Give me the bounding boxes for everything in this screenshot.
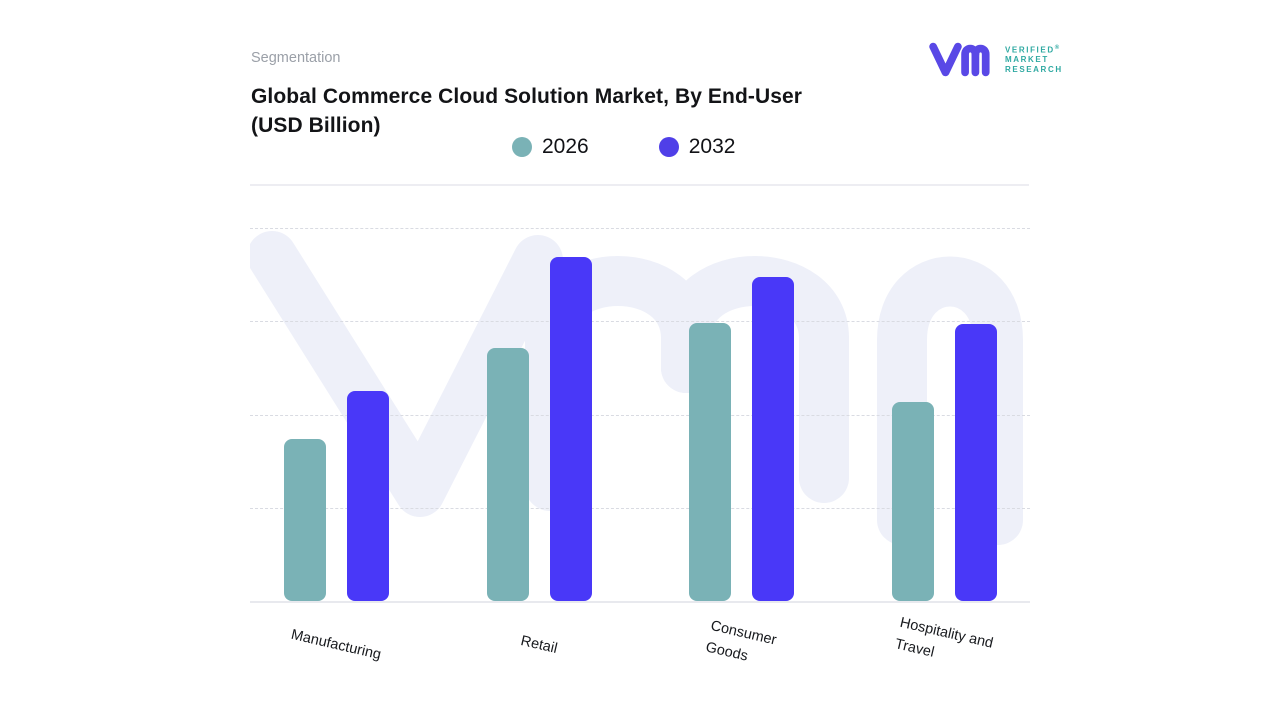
gridline	[250, 507, 1030, 509]
title-line-1: Global Commerce Cloud Solution Market, B…	[251, 85, 803, 108]
title-line-2: (USD Billion)	[251, 114, 381, 137]
logo-line-verified: VERIFIED®	[1005, 43, 1063, 56]
bar-consumer-goods-2026	[688, 323, 731, 601]
legend-label-2032: 2032	[688, 135, 736, 158]
vmr-logo-wordmark: VERIFIED® MARKET RESEARCH	[1005, 43, 1063, 76]
x-tick-label-line: Manufacturing	[289, 626, 383, 664]
logo-word-verified: VERIFIED	[1005, 45, 1055, 55]
gridline	[250, 321, 1030, 323]
x-tick-label-retail: Retail	[518, 630, 559, 660]
bar-hospitality-and-travel-2032	[954, 324, 997, 601]
page-title: Global Commerce Cloud Solution Market, B…	[251, 82, 911, 140]
gridline	[250, 414, 1030, 416]
header-divider	[250, 184, 1029, 186]
bar-hospitality-and-travel-2026	[891, 402, 934, 601]
x-tick-label-hospitality-and-travel: Hospitality and Travel	[893, 612, 996, 676]
vmr-logo-mark-strokes	[929, 42, 990, 77]
vmr-logo: VERIFIED® MARKET RESEARCH	[928, 38, 1063, 80]
legend-dot-icon-2032	[658, 137, 679, 157]
bar-retail-2032	[549, 257, 592, 601]
x-tick-label-manufacturing: Manufacturing	[289, 624, 383, 666]
bar-retail-2026	[486, 348, 529, 601]
chart-legend: 2026 2032	[512, 135, 735, 159]
bar-manufacturing-2032	[346, 391, 389, 601]
vmr-logo-mark-icon	[929, 42, 990, 77]
bar-manufacturing-2026	[283, 439, 326, 601]
registered-trademark-symbol: ®	[1054, 44, 1060, 51]
x-tick-label-consumer-goods: Consumer Goods	[703, 615, 778, 673]
x-tick-label-line: Retail	[519, 633, 559, 657]
bar-consumer-goods-2032	[751, 277, 794, 601]
gridline	[250, 228, 1030, 229]
chart-plot-area	[250, 228, 1030, 603]
legend-label-2026: 2026	[542, 135, 589, 158]
legend-item-2026: 2026	[512, 135, 589, 159]
logo-word-research: RESEARCH	[1005, 65, 1063, 75]
eyebrow-label: Segmentation	[251, 50, 341, 66]
legend-dot-icon-2026	[512, 137, 532, 157]
x-axis-labels: Manufacturing Retail Consumer Goods Hospital…	[250, 615, 1030, 717]
logo-word-market: MARKET	[1005, 55, 1049, 65]
legend-item-2032: 2032	[658, 135, 736, 159]
